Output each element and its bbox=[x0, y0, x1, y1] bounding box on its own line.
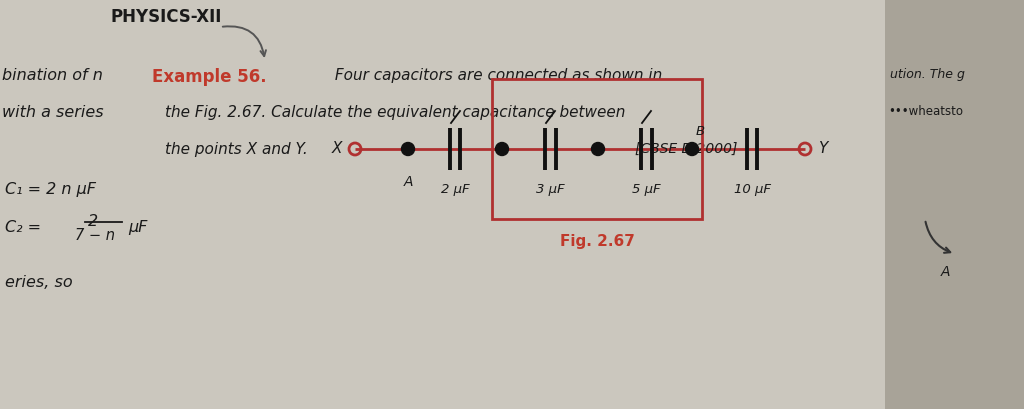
Circle shape bbox=[401, 143, 415, 156]
Text: C₁ = 2 n μF: C₁ = 2 n μF bbox=[5, 182, 96, 196]
Text: •••wheatsto: •••wheatsto bbox=[888, 105, 963, 118]
Bar bbox=[885, 0, 1024, 409]
Text: μF: μF bbox=[128, 220, 147, 234]
Circle shape bbox=[496, 143, 509, 156]
Text: C₂ =: C₂ = bbox=[5, 220, 46, 234]
Text: PHYSICS-XII: PHYSICS-XII bbox=[110, 8, 221, 26]
Text: 2 μF: 2 μF bbox=[440, 182, 469, 196]
Text: 10 μF: 10 μF bbox=[733, 182, 770, 196]
Text: ution. The g: ution. The g bbox=[890, 68, 965, 81]
Text: eries, so: eries, so bbox=[5, 274, 73, 289]
Text: the Fig. 2.67. Calculate the equivalent capacitance between: the Fig. 2.67. Calculate the equivalent … bbox=[165, 105, 626, 120]
Text: bination of n: bination of n bbox=[2, 68, 108, 83]
Circle shape bbox=[685, 143, 698, 156]
Text: Fig. 2.67: Fig. 2.67 bbox=[559, 234, 635, 248]
Text: Y: Y bbox=[818, 141, 827, 156]
Text: Example 56.: Example 56. bbox=[152, 68, 266, 86]
Text: 5 μF: 5 μF bbox=[632, 182, 660, 196]
Circle shape bbox=[592, 143, 604, 156]
Text: X: X bbox=[332, 141, 342, 156]
Text: the points X and Y.: the points X and Y. bbox=[165, 142, 308, 157]
Text: 7 − n: 7 − n bbox=[75, 227, 115, 243]
Text: with a series: with a series bbox=[2, 105, 103, 120]
Text: 3 μF: 3 μF bbox=[536, 182, 564, 196]
Text: Four capacitors are connected as shown in: Four capacitors are connected as shown i… bbox=[330, 68, 663, 83]
Text: A: A bbox=[940, 264, 949, 278]
Text: A: A bbox=[403, 175, 413, 189]
Text: [CBSE D 2000]: [CBSE D 2000] bbox=[635, 142, 737, 155]
Text: 2: 2 bbox=[88, 213, 98, 229]
Text: B: B bbox=[696, 125, 706, 138]
Bar bbox=[492, 80, 702, 220]
